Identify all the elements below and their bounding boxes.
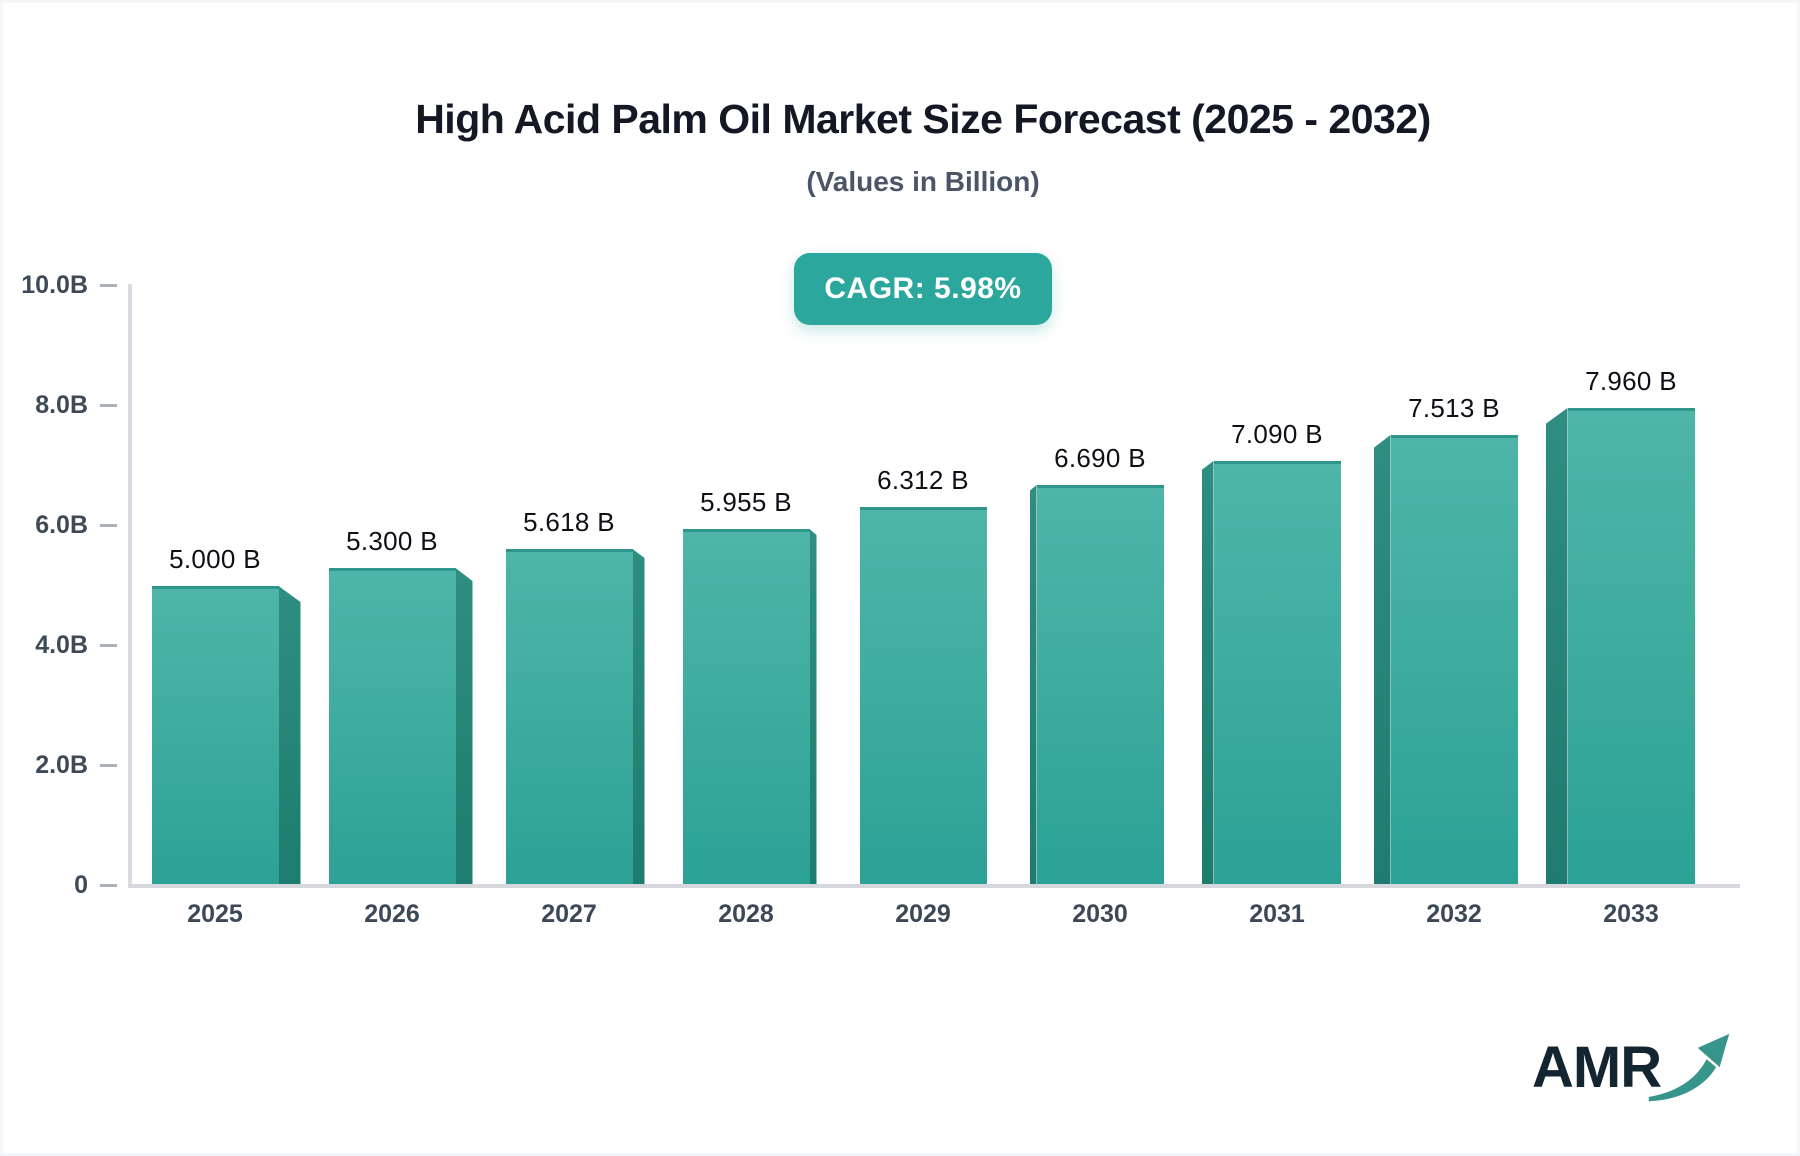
bar-side-face xyxy=(632,549,645,886)
bar-side-face xyxy=(1201,461,1214,886)
bar-value-label: 6.690 B xyxy=(1054,443,1146,473)
x-tick-label: 2026 xyxy=(364,900,420,928)
x-axis-line xyxy=(128,884,1740,888)
x-tick-label: 2030 xyxy=(1072,900,1128,928)
bar-value-label: 7.960 B xyxy=(1585,366,1677,396)
bar-side-face xyxy=(1373,435,1391,886)
bar-side-face xyxy=(278,586,301,886)
bar-2033 xyxy=(1567,408,1695,886)
y-axis-line xyxy=(128,284,132,888)
x-tick-label: 2027 xyxy=(541,900,597,928)
bar-2031 xyxy=(1213,461,1341,886)
y-tick-label: 4.0B xyxy=(35,631,88,659)
y-tick-label: 8.0B xyxy=(35,391,88,419)
y-tick-label: 0 xyxy=(74,871,88,899)
bar-value-label: 7.513 B xyxy=(1408,393,1500,423)
y-tick-mark xyxy=(100,644,117,647)
bar-2032 xyxy=(1390,435,1518,886)
growth-arrow-icon xyxy=(1648,1033,1730,1102)
x-tick-label: 2025 xyxy=(187,900,243,928)
y-tick-mark xyxy=(100,884,117,887)
y-tick-label: 6.0B xyxy=(35,511,88,539)
bar-2026 xyxy=(328,568,456,886)
bar-side-face xyxy=(1029,485,1037,886)
bar-value-label: 6.312 B xyxy=(877,465,969,495)
bar-side-face xyxy=(455,568,473,886)
y-tick-mark xyxy=(100,284,117,287)
bar-value-label: 5.955 B xyxy=(700,487,792,517)
bar-2029 xyxy=(859,507,987,886)
y-tick-mark xyxy=(100,764,117,767)
y-tick-mark xyxy=(100,404,117,407)
bar-side-face xyxy=(809,529,817,886)
bar-2030 xyxy=(1036,485,1164,886)
bar-side-face xyxy=(1545,408,1568,886)
x-tick-label: 2033 xyxy=(1603,900,1659,928)
x-tick-label: 2028 xyxy=(718,900,774,928)
x-tick-label: 2031 xyxy=(1249,900,1305,928)
bar-value-label: 5.300 B xyxy=(346,526,438,556)
bar-2028 xyxy=(682,529,810,886)
bar-2025 xyxy=(151,586,279,886)
x-tick-label: 2032 xyxy=(1426,900,1482,928)
bar-2027 xyxy=(505,549,633,886)
cagr-badge: CAGR: 5.98% xyxy=(794,253,1052,325)
chart-subtitle: (Values in Billion) xyxy=(806,166,1040,197)
chart-title: High Acid Palm Oil Market Size Forecast … xyxy=(415,96,1431,142)
bar-value-label: 5.000 B xyxy=(169,544,261,574)
bar-value-label: 5.618 B xyxy=(523,507,615,537)
y-tick-label: 2.0B xyxy=(35,751,88,779)
amr-logo: AMR xyxy=(1532,1028,1731,1106)
amr-logo-text: AMR xyxy=(1532,1034,1662,1100)
x-tick-label: 2029 xyxy=(895,900,951,928)
y-tick-label: 10.0B xyxy=(21,271,88,299)
bar-value-label: 7.090 B xyxy=(1231,419,1323,449)
cagr-badge-row: CAGR: 5.98% xyxy=(46,253,1800,325)
y-tick-mark xyxy=(100,524,117,527)
